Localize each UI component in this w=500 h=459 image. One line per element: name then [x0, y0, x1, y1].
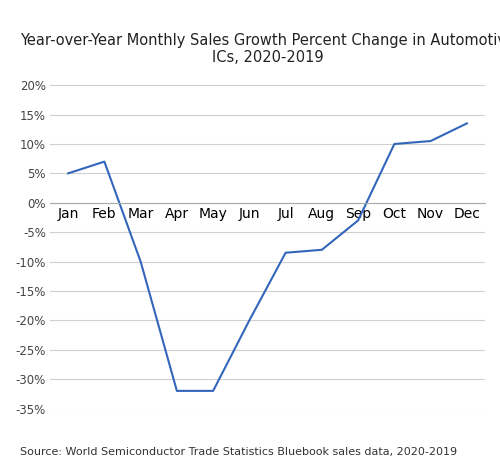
Text: Source: World Semiconductor Trade Statistics Bluebook sales data, 2020-2019: Source: World Semiconductor Trade Statis…	[20, 447, 457, 457]
Title: Year-over-Year Monthly Sales Growth Percent Change in Automotive
ICs, 2020-2019: Year-over-Year Monthly Sales Growth Perc…	[20, 33, 500, 65]
